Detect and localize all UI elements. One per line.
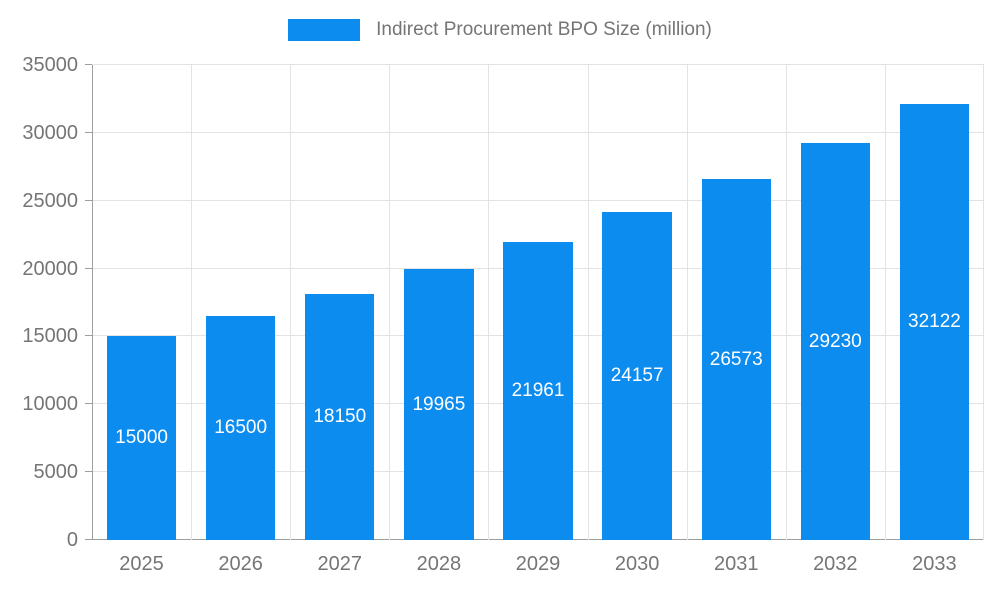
y-tick-label: 30000 bbox=[22, 121, 78, 144]
y-axis-tick bbox=[85, 539, 92, 540]
x-tick-label: 2025 bbox=[119, 553, 164, 575]
bar-value-label: 21961 bbox=[511, 379, 565, 401]
bar-value-label: 18150 bbox=[313, 405, 367, 427]
y-tick-label: 5000 bbox=[33, 461, 79, 484]
v-gridline bbox=[488, 65, 490, 540]
bar-value-label: 15000 bbox=[115, 427, 168, 449]
legend-label: Indirect Procurement BPO Size (million) bbox=[376, 19, 712, 40]
bar-value-label: 24157 bbox=[610, 365, 664, 387]
v-gridline bbox=[686, 65, 688, 540]
bar: 32122 bbox=[899, 104, 970, 540]
bar-value-label: 32122 bbox=[908, 311, 961, 333]
x-tick-label: 2027 bbox=[317, 553, 363, 575]
bar-value-label: 19965 bbox=[412, 393, 466, 415]
y-tick-label: 20000 bbox=[22, 257, 78, 280]
y-tick-label: 0 bbox=[66, 529, 78, 551]
x-tick-label: 2026 bbox=[218, 553, 263, 575]
bar: 16500 bbox=[205, 316, 276, 540]
bar-value-label: 26573 bbox=[709, 348, 763, 370]
y-axis-tick bbox=[85, 267, 92, 269]
bar: 19965 bbox=[404, 269, 474, 540]
legend-swatch bbox=[288, 19, 361, 41]
bar: 26573 bbox=[701, 179, 771, 540]
v-gridline bbox=[983, 65, 984, 540]
y-tick-label: 25000 bbox=[22, 189, 78, 212]
h-gridline bbox=[92, 131, 984, 133]
v-gridline bbox=[587, 65, 589, 540]
y-axis-tick bbox=[85, 335, 92, 337]
x-tick-label: 2031 bbox=[713, 553, 759, 575]
y-axis-tick bbox=[85, 199, 92, 201]
y-axis-tick bbox=[85, 403, 92, 405]
x-axis: 2025 2026 2027 2028 2029 2030 2031 2032 2033 bbox=[92, 540, 984, 585]
v-gridline bbox=[191, 65, 193, 540]
x-tick-label: 2029 bbox=[515, 553, 561, 575]
bar: 18150 bbox=[305, 293, 375, 540]
bar-value-label: 29230 bbox=[808, 330, 862, 352]
v-gridline bbox=[389, 65, 391, 540]
bar: 21961 bbox=[503, 241, 573, 540]
x-tick-label: 2032 bbox=[813, 553, 858, 575]
bar-value-label: 16500 bbox=[214, 417, 268, 439]
y-axis-tick bbox=[85, 471, 92, 473]
y-tick-label: 15000 bbox=[22, 325, 78, 348]
h-gridline bbox=[92, 199, 984, 201]
y-axis-line bbox=[92, 65, 93, 540]
bar: 15000 bbox=[106, 336, 177, 540]
y-tick-label: 35000 bbox=[22, 54, 78, 76]
v-gridline bbox=[785, 65, 787, 540]
bar: 29230 bbox=[800, 143, 871, 540]
v-gridline bbox=[884, 65, 886, 540]
x-tick-label: 2033 bbox=[912, 553, 957, 575]
x-tick-label: 2028 bbox=[416, 553, 462, 575]
plot-area: 15000 16500 18150 19965 21961 24157 26573 29230… bbox=[85, 64, 984, 540]
v-gridline bbox=[290, 65, 292, 540]
y-tick-label: 10000 bbox=[22, 393, 78, 416]
y-axis: 0 5000 10000 15000 20000 25000 30000 35000 bbox=[0, 55, 92, 550]
y-axis-tick bbox=[85, 131, 92, 133]
bar: 24157 bbox=[602, 212, 672, 540]
x-tick-label: 2030 bbox=[614, 553, 660, 575]
y-axis-tick bbox=[85, 64, 92, 65]
h-gridline bbox=[92, 64, 984, 65]
legend: Indirect Procurement BPO Size (million) bbox=[0, 16, 1000, 44]
